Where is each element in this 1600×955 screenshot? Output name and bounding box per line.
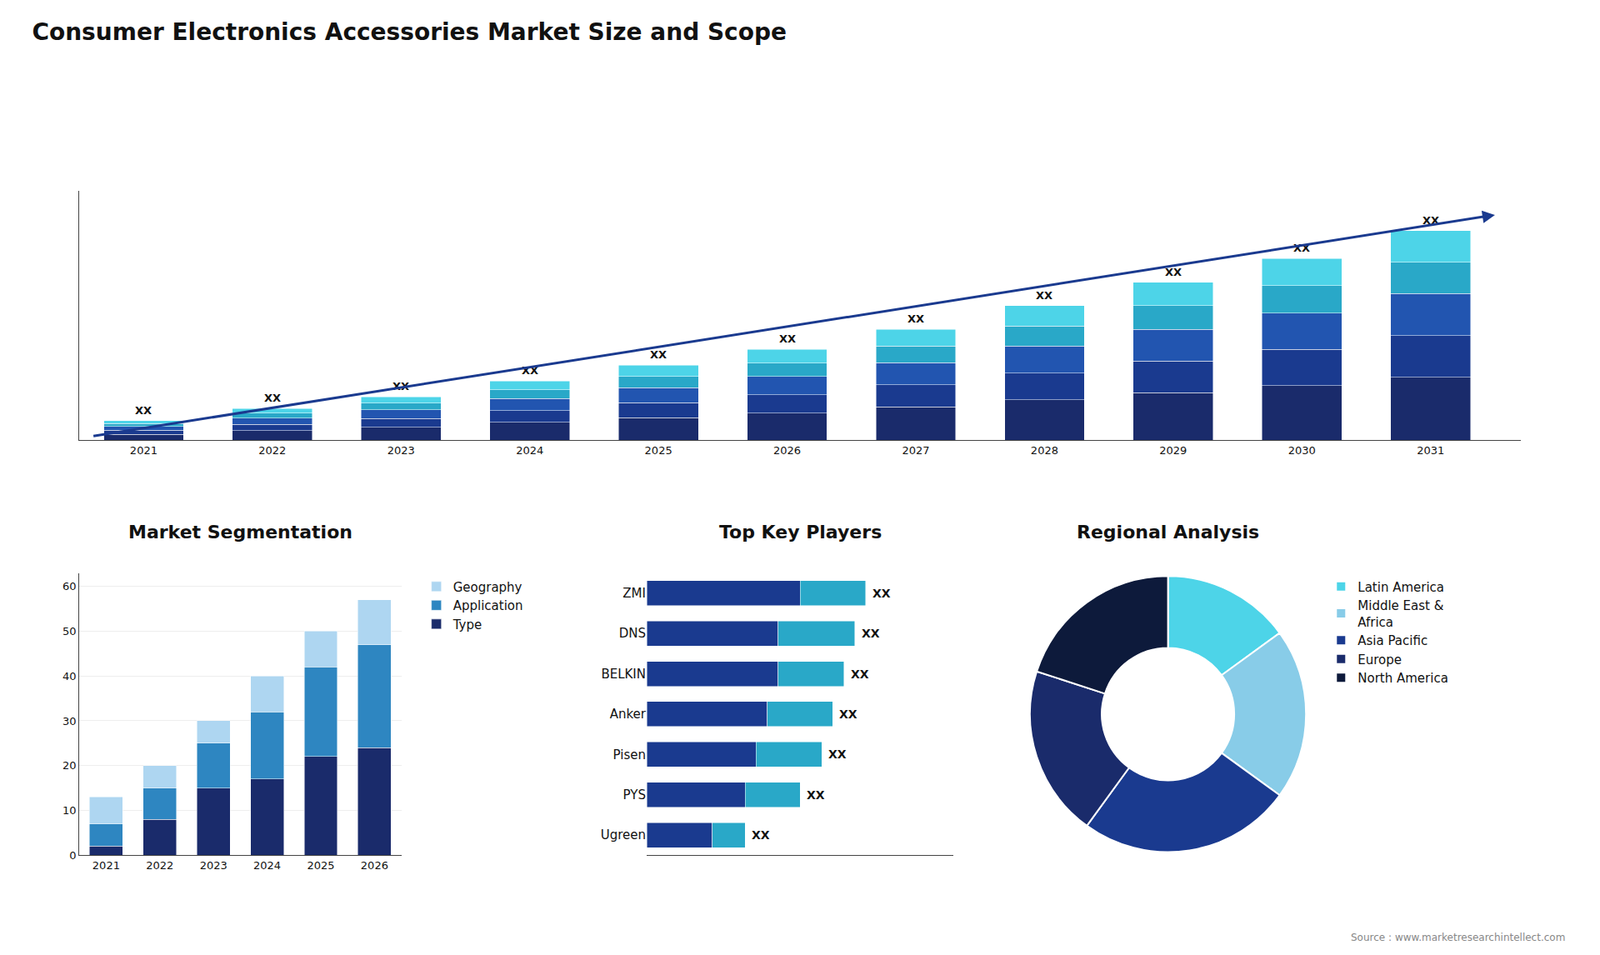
svg-text:2025: 2025 [306, 859, 335, 872]
svg-text:50: 50 [62, 625, 77, 638]
svg-text:ZMI: ZMI [622, 585, 646, 601]
svg-text:2022: 2022 [145, 859, 174, 872]
svg-text:Consumer Electronics Accessori: Consumer Electronics Accessories Market … [31, 18, 787, 46]
svg-text:2024: 2024 [253, 859, 281, 872]
svg-text:40: 40 [62, 670, 77, 683]
svg-text:XX: XX [1035, 289, 1053, 302]
svg-text:2022: 2022 [258, 444, 286, 457]
svg-text:Type: Type [452, 617, 482, 633]
svg-text:2027: 2027 [901, 444, 930, 457]
svg-text:XX: XX [839, 707, 858, 721]
svg-text:Market Segmentation: Market Segmentation [128, 521, 353, 543]
svg-text:North America: North America [1357, 670, 1449, 686]
svg-text:XX: XX [872, 586, 891, 600]
svg-text:XX: XX [1293, 241, 1310, 255]
svg-text:2026: 2026 [360, 859, 389, 872]
svg-text:30: 30 [62, 715, 77, 728]
svg-text:Regional Analysis: Regional Analysis [1076, 521, 1260, 543]
svg-text:2024: 2024 [515, 444, 544, 457]
svg-text:XX: XX [779, 332, 796, 345]
svg-text:XX: XX [264, 391, 281, 405]
svg-text:XX: XX [135, 404, 152, 417]
svg-text:XX: XX [828, 747, 847, 761]
svg-text:2031: 2031 [1416, 444, 1445, 457]
svg-text:2023: 2023 [387, 444, 415, 457]
svg-text:Latin America: Latin America [1357, 580, 1445, 595]
svg-text:10: 10 [62, 804, 77, 817]
svg-text:0: 0 [69, 849, 76, 862]
svg-text:PYS: PYS [623, 787, 646, 803]
svg-text:2021: 2021 [92, 859, 120, 872]
svg-text:Geography: Geography [453, 580, 523, 595]
svg-text:XX: XX [861, 626, 880, 640]
svg-text:Pisen: Pisen [613, 747, 646, 763]
svg-text:Ugreen: Ugreen [600, 827, 646, 843]
svg-text:2026: 2026 [773, 444, 801, 457]
svg-text:2029: 2029 [1159, 444, 1187, 457]
svg-text:XX: XX [1422, 214, 1440, 227]
svg-text:Source : www.marketresearchint: Source : www.marketresearchintellect.com [1350, 931, 1565, 944]
svg-text:XX: XX [907, 312, 925, 325]
svg-text:2023: 2023 [200, 859, 228, 872]
svg-text:20: 20 [62, 759, 77, 772]
svg-text:2025: 2025 [645, 444, 673, 457]
svg-text:Top Key Players: Top Key Players [719, 521, 882, 543]
svg-text:XX: XX [521, 364, 539, 377]
svg-text:BELKIN: BELKIN [600, 666, 646, 682]
svg-text:2021: 2021 [130, 444, 158, 457]
svg-text:2028: 2028 [1030, 444, 1059, 457]
svg-text:Anker: Anker [610, 706, 647, 722]
svg-text:XX: XX [850, 667, 870, 681]
svg-text:XX: XX [392, 380, 410, 393]
svg-text:Asia Pacific: Asia Pacific [1357, 633, 1428, 649]
svg-text:Application: Application [453, 598, 524, 614]
svg-text:XX: XX [650, 348, 667, 361]
svg-text:2030: 2030 [1288, 444, 1316, 457]
svg-text:60: 60 [62, 580, 77, 593]
svg-text:XX: XX [806, 788, 825, 802]
svg-text:DNS: DNS [619, 625, 646, 641]
svg-text:Europe: Europe [1357, 652, 1402, 668]
svg-text:XX: XX [751, 828, 770, 842]
svg-text:Middle East &Africa: Middle East &Africa [1357, 598, 1444, 630]
svg-text:XX: XX [1165, 265, 1182, 279]
